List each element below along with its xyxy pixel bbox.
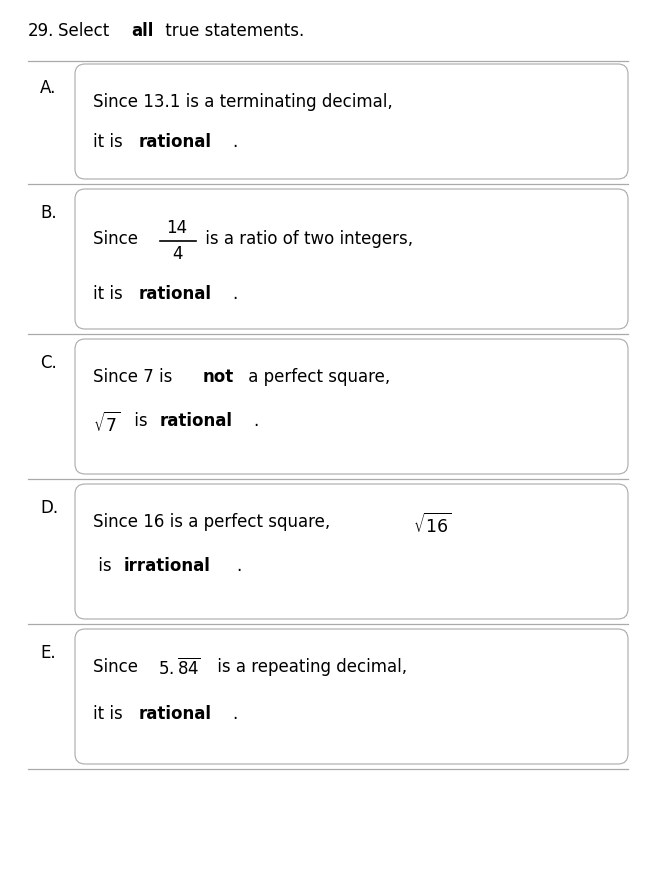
- FancyBboxPatch shape: [75, 485, 628, 620]
- Text: Since 7 is: Since 7 is: [93, 367, 178, 385]
- Text: it is: it is: [93, 284, 128, 303]
- Text: it is: it is: [93, 133, 128, 151]
- Text: D.: D.: [40, 499, 58, 517]
- Text: $\sqrt{7}$: $\sqrt{7}$: [93, 411, 120, 435]
- Text: true statements.: true statements.: [159, 22, 304, 40]
- Text: A.: A.: [40, 79, 57, 97]
- Text: 14: 14: [166, 219, 187, 237]
- Text: is: is: [128, 411, 152, 429]
- Text: Since 13.1 is a terminating decimal,: Since 13.1 is a terminating decimal,: [93, 93, 393, 111]
- Text: .: .: [232, 284, 238, 303]
- Text: .: .: [232, 704, 238, 722]
- Text: E.: E.: [40, 644, 55, 662]
- FancyBboxPatch shape: [75, 629, 628, 764]
- Text: rational: rational: [159, 411, 232, 429]
- Text: $\sqrt{16}$: $\sqrt{16}$: [413, 512, 451, 536]
- Text: 4: 4: [172, 245, 182, 263]
- Text: all: all: [131, 22, 153, 40]
- FancyBboxPatch shape: [75, 65, 628, 180]
- Text: a perfect square,: a perfect square,: [243, 367, 390, 385]
- Text: Since: Since: [93, 657, 143, 675]
- Text: is a ratio of two integers,: is a ratio of two integers,: [200, 230, 413, 248]
- Text: not: not: [202, 367, 234, 385]
- Text: $5.\overline{84}$: $5.\overline{84}$: [158, 657, 200, 679]
- Text: B.: B.: [40, 204, 57, 222]
- Text: is a repeating decimal,: is a repeating decimal,: [212, 657, 408, 675]
- Text: Select: Select: [58, 22, 115, 40]
- Text: Since: Since: [93, 230, 143, 248]
- FancyBboxPatch shape: [75, 340, 628, 475]
- Text: .: .: [254, 411, 259, 429]
- Text: rational: rational: [138, 133, 211, 151]
- Text: it is: it is: [93, 704, 128, 722]
- Text: .: .: [236, 556, 241, 574]
- Text: irrational: irrational: [124, 556, 211, 574]
- Text: 29.: 29.: [28, 22, 55, 40]
- Text: .: .: [232, 133, 238, 151]
- Text: rational: rational: [138, 704, 211, 722]
- Text: C.: C.: [40, 354, 57, 372]
- Text: rational: rational: [138, 284, 211, 303]
- FancyBboxPatch shape: [75, 190, 628, 330]
- Text: is: is: [93, 556, 117, 574]
- Text: Since 16 is a perfect square,: Since 16 is a perfect square,: [93, 512, 340, 530]
